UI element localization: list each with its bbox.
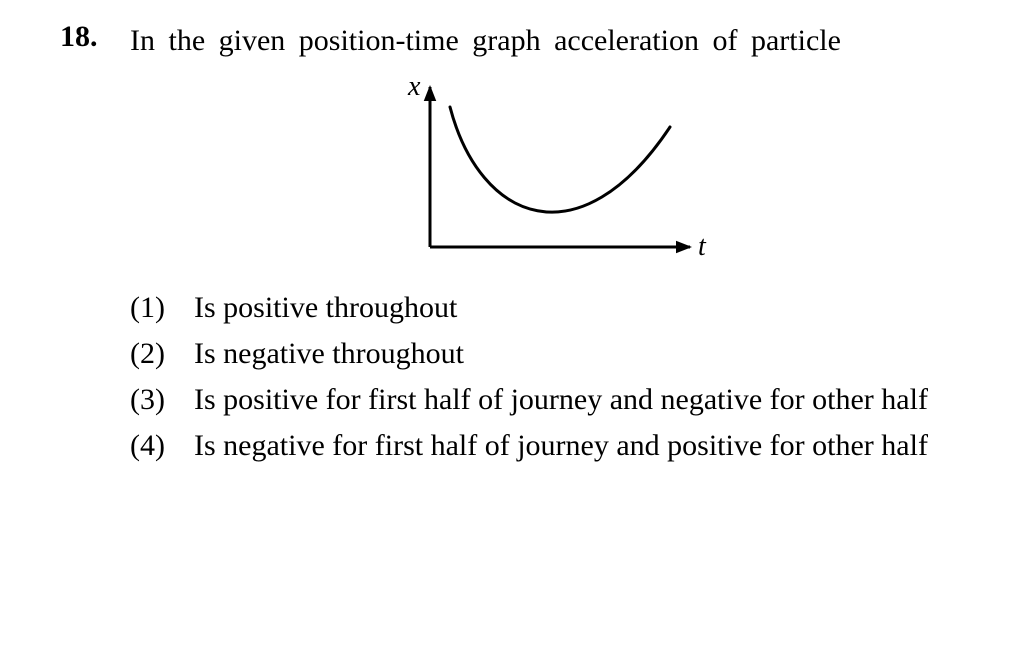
question-text: In the given position-time graph acceler… bbox=[130, 20, 910, 62]
option-4: (4) Is negative for first half of journe… bbox=[130, 425, 950, 467]
question-body: In the given position-time graph acceler… bbox=[130, 20, 964, 471]
option-text: Is positive for first half of journey an… bbox=[194, 379, 950, 421]
graph-container: xt bbox=[160, 72, 940, 272]
option-marker: (4) bbox=[130, 425, 180, 467]
option-marker: (2) bbox=[130, 333, 180, 375]
option-marker: (3) bbox=[130, 379, 180, 421]
svg-text:x: x bbox=[407, 72, 421, 102]
option-3: (3) Is positive for first half of journe… bbox=[130, 379, 950, 421]
option-text: Is positive throughout bbox=[194, 287, 950, 329]
option-marker: (1) bbox=[130, 287, 180, 329]
option-text: Is negative for first half of journey an… bbox=[194, 425, 950, 467]
option-text: Is negative throughout bbox=[194, 333, 950, 375]
option-1: (1) Is positive throughout bbox=[130, 287, 950, 329]
options-list: (1) Is positive throughout (2) Is negati… bbox=[130, 287, 964, 467]
question-number: 18. bbox=[60, 20, 110, 54]
option-2: (2) Is negative throughout bbox=[130, 333, 950, 375]
svg-text:t: t bbox=[698, 231, 707, 262]
position-time-graph: xt bbox=[380, 72, 720, 272]
question-container: 18. In the given position-time graph acc… bbox=[60, 20, 964, 471]
